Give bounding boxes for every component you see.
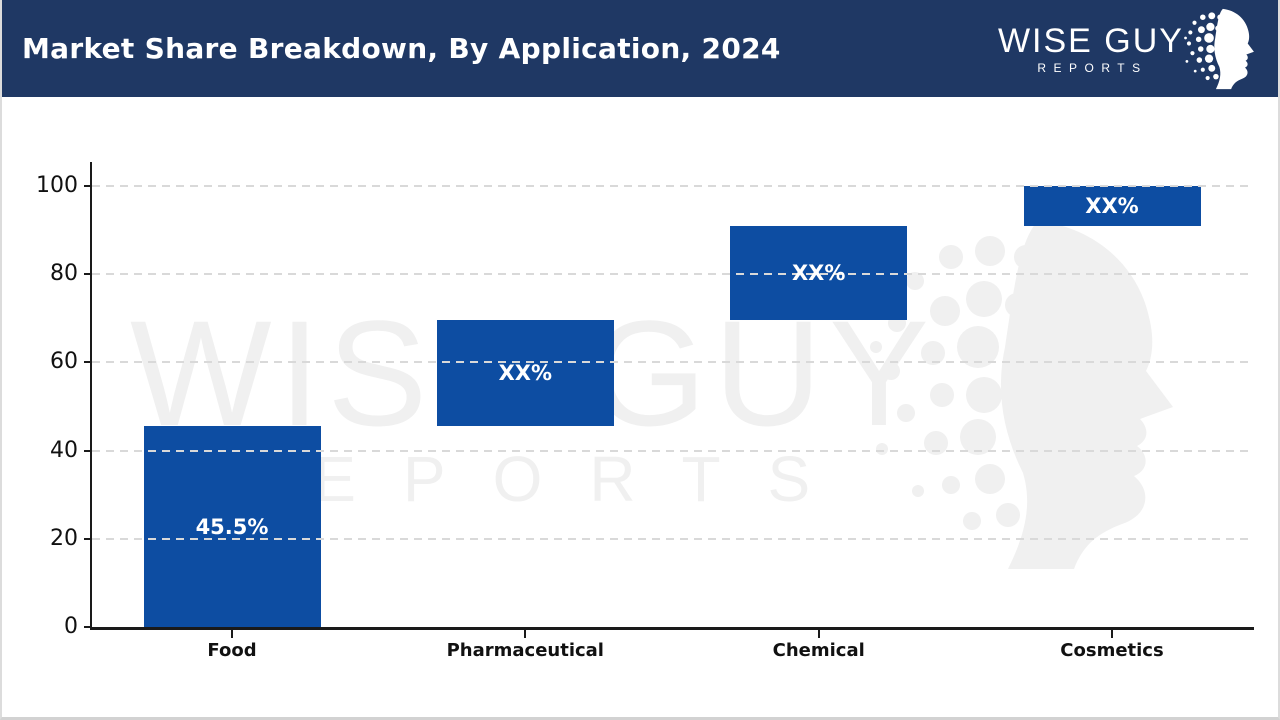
- y-tick-mark-60: [84, 361, 92, 364]
- y-tick-mark-80: [84, 273, 92, 276]
- logo-wordmark: WISE GUY: [997, 21, 1184, 60]
- bar-value-label-chemical: XX%: [791, 260, 846, 285]
- logo-subtitle: REPORTS: [1037, 60, 1148, 75]
- y-tick-label-0: 0: [64, 614, 78, 639]
- logo-text: WISE GUY REPORTS: [998, 24, 1184, 74]
- y-tick-label-100: 100: [36, 173, 78, 198]
- x-tick-label-chemical: Chemical: [772, 640, 865, 661]
- bar-value-label-pharmaceutical: XX%: [498, 360, 553, 385]
- x-tick-mark-chemical: [817, 630, 820, 638]
- gridline-40: [92, 449, 1250, 452]
- x-tick-mark-pharmaceutical: [524, 630, 527, 638]
- x-tick-label-food: Food: [207, 640, 257, 661]
- header-bar: Market Share Breakdown, By Application, …: [2, 0, 1278, 97]
- x-tick-mark-food: [231, 630, 233, 638]
- y-tick-label-20: 20: [50, 525, 78, 551]
- x-axis-line: [90, 627, 1254, 630]
- bar-pharmaceutical: [436, 319, 614, 427]
- gridline-80: [92, 273, 1250, 276]
- x-tick-label-cosmetics: Cosmetics: [1060, 640, 1164, 661]
- bar-value-label-cosmetics: XX%: [1085, 193, 1139, 218]
- x-tick-label-pharmaceutical: Pharmaceutical: [446, 640, 604, 661]
- bar-chemical: [730, 225, 908, 320]
- page-title: Market Share Breakdown, By Application, …: [22, 32, 781, 65]
- gridline-60: [92, 361, 1250, 364]
- gridline-100: [92, 185, 1250, 187]
- x-tick-mark-cosmetics: [1111, 630, 1113, 638]
- bar-cosmetics: [1023, 186, 1201, 226]
- y-tick-mark-20: [84, 537, 92, 540]
- chart-area: WISE GUY REPORTS 0 20 40 60 80 100 45.5% Food XX…: [2, 97, 1278, 717]
- y-tick-label-60: 60: [50, 349, 78, 375]
- y-tick-mark-0: [84, 626, 92, 628]
- bar-value-label-food: 45.5%: [195, 514, 269, 539]
- gridline-20: [92, 537, 1250, 540]
- y-tick-mark-40: [84, 449, 92, 452]
- y-tick-mark-100: [84, 185, 92, 187]
- wise-guy-logo: WISE GUY REPORTS: [998, 7, 1256, 91]
- dotted-face-icon: [1184, 8, 1254, 89]
- bar-food: [143, 426, 321, 627]
- y-tick-label-80: 80: [50, 261, 78, 287]
- y-tick-label-40: 40: [50, 437, 78, 463]
- y-axis-line: [90, 162, 92, 630]
